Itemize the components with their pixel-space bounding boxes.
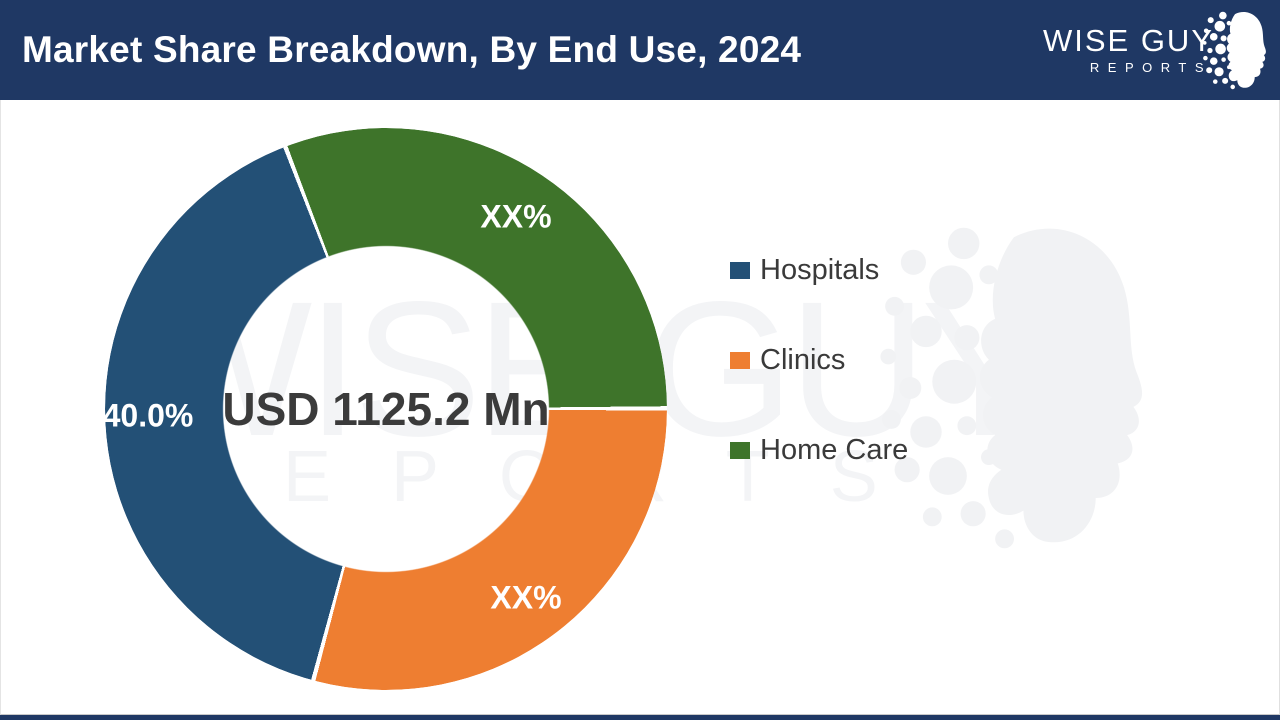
header-bar: Market Share Breakdown, By End Use, 2024… [0, 0, 1280, 100]
donut-ring [105, 128, 667, 690]
slice-label-home-care: XX% [480, 198, 552, 235]
chart-area: WISE GUY REPORTS XX% XX% 40.0% USD 1125.… [0, 100, 1280, 715]
logo-reports-text: REPORTS [1089, 59, 1212, 75]
legend: Hospitals Clinics Home Care [730, 255, 908, 466]
logo-wiseguy-text: WISE GUY [1042, 23, 1214, 59]
legend-label-hospitals: Hospitals [760, 254, 880, 286]
footer-bar [0, 715, 1280, 720]
legend-label-home-care: Home Care [760, 434, 909, 466]
legend-swatch-hospitals [730, 262, 750, 279]
legend-item-hospitals: Hospitals [730, 255, 908, 286]
donut-chart: XX% XX% 40.0% USD 1125.2 Mn [102, 128, 667, 690]
brand-logo: WISE GUY REPORTS [1043, 0, 1270, 100]
legend-swatch-home-care [730, 442, 750, 459]
page-title: Market Share Breakdown, By End Use, 2024 [22, 29, 802, 70]
slice-label-hospitals: 40.0% [102, 397, 194, 434]
watermark-head-profile-icon [880, 227, 1143, 549]
legend-label-clinics: Clinics [760, 344, 846, 376]
center-value-label: USD 1125.2 Mn [222, 383, 550, 435]
legend-item-clinics: Clinics [730, 345, 908, 376]
legend-swatch-clinics [730, 352, 750, 369]
legend-item-home-care: Home Care [730, 435, 908, 466]
slice-label-clinics: XX% [490, 579, 562, 616]
